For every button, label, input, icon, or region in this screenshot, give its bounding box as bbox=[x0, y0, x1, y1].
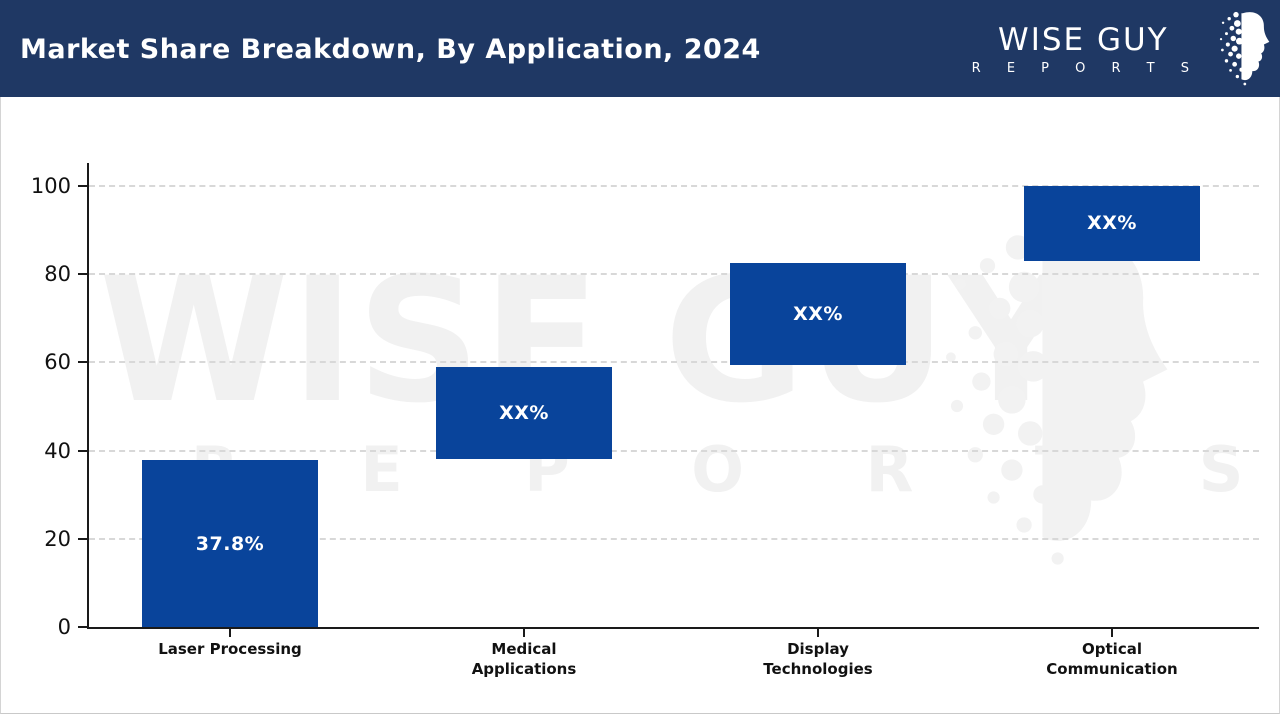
y-tick-mark bbox=[78, 361, 87, 364]
brand-face-icon bbox=[1202, 9, 1270, 91]
x-tick-mark bbox=[817, 629, 819, 637]
gridline-100 bbox=[89, 185, 1259, 187]
category-label-line: Communication bbox=[1046, 660, 1178, 678]
brand-subtitle: R E P O R T S bbox=[971, 61, 1200, 76]
x-axis-line bbox=[87, 627, 1259, 629]
bar-medical-applications: XX% bbox=[436, 366, 612, 460]
category-label-medical-applications: Medical Applications bbox=[404, 639, 644, 679]
gridline-20 bbox=[89, 537, 1259, 540]
chart-area: WISE GUY R E P O R T S 0 20 40 60 80 100 37.8%… bbox=[0, 97, 1280, 714]
bar-value-label: XX% bbox=[1087, 212, 1137, 235]
y-tick-label: 20 bbox=[44, 526, 71, 551]
bar-value-label: XX% bbox=[499, 402, 549, 425]
y-tick-mark bbox=[78, 273, 87, 276]
bar-display-technologies: XX% bbox=[730, 263, 906, 365]
y-tick-label: 0 bbox=[57, 615, 71, 639]
category-label-line: Medical bbox=[491, 640, 557, 658]
brand-name: WISE GUY bbox=[998, 22, 1169, 58]
brand-logo: WISE GUY R E P O R T S bbox=[972, 5, 1272, 93]
category-label-laser-processing: Laser Processing bbox=[110, 639, 350, 659]
bar-laser-processing: 37.8% bbox=[142, 460, 318, 627]
gridline-80 bbox=[89, 273, 1259, 276]
category-label-line: Applications bbox=[471, 660, 577, 678]
category-label-display-technologies: Display Technologies bbox=[698, 639, 938, 679]
x-tick-mark bbox=[1111, 629, 1113, 637]
y-tick-mark bbox=[78, 449, 87, 452]
x-tick-mark bbox=[229, 629, 231, 637]
x-tick-mark bbox=[523, 629, 525, 637]
bar-value-label: 37.8% bbox=[195, 532, 265, 555]
gridline-60 bbox=[89, 361, 1259, 364]
y-axis-line bbox=[87, 163, 89, 629]
header: Market Share Breakdown, By Application, … bbox=[0, 0, 1280, 97]
y-tick-mark bbox=[78, 185, 87, 187]
plot: 0 20 40 60 80 100 37.8% Laser Processing XX% Medi… bbox=[1, 97, 1280, 714]
page-title: Market Share Breakdown, By Application, … bbox=[20, 34, 761, 65]
y-tick-label: 80 bbox=[44, 262, 71, 287]
category-label-line: Display bbox=[787, 640, 849, 658]
y-tick-mark bbox=[78, 537, 87, 540]
gridline-40 bbox=[89, 449, 1259, 452]
bar-value-label: XX% bbox=[793, 302, 843, 325]
category-label-optical-communication: Optical Communication bbox=[992, 639, 1232, 679]
y-tick-mark bbox=[78, 626, 87, 628]
brand-text: WISE GUY R E P O R T S bbox=[967, 22, 1200, 76]
y-tick-label: 40 bbox=[44, 438, 71, 463]
category-label-line: Optical bbox=[1082, 640, 1142, 658]
y-tick-label: 60 bbox=[44, 350, 71, 375]
category-label-line: Laser Processing bbox=[158, 640, 302, 658]
category-label-line: Technologies bbox=[763, 660, 873, 678]
bar-optical-communication: XX% bbox=[1024, 186, 1200, 261]
y-tick-label: 100 bbox=[30, 174, 71, 198]
